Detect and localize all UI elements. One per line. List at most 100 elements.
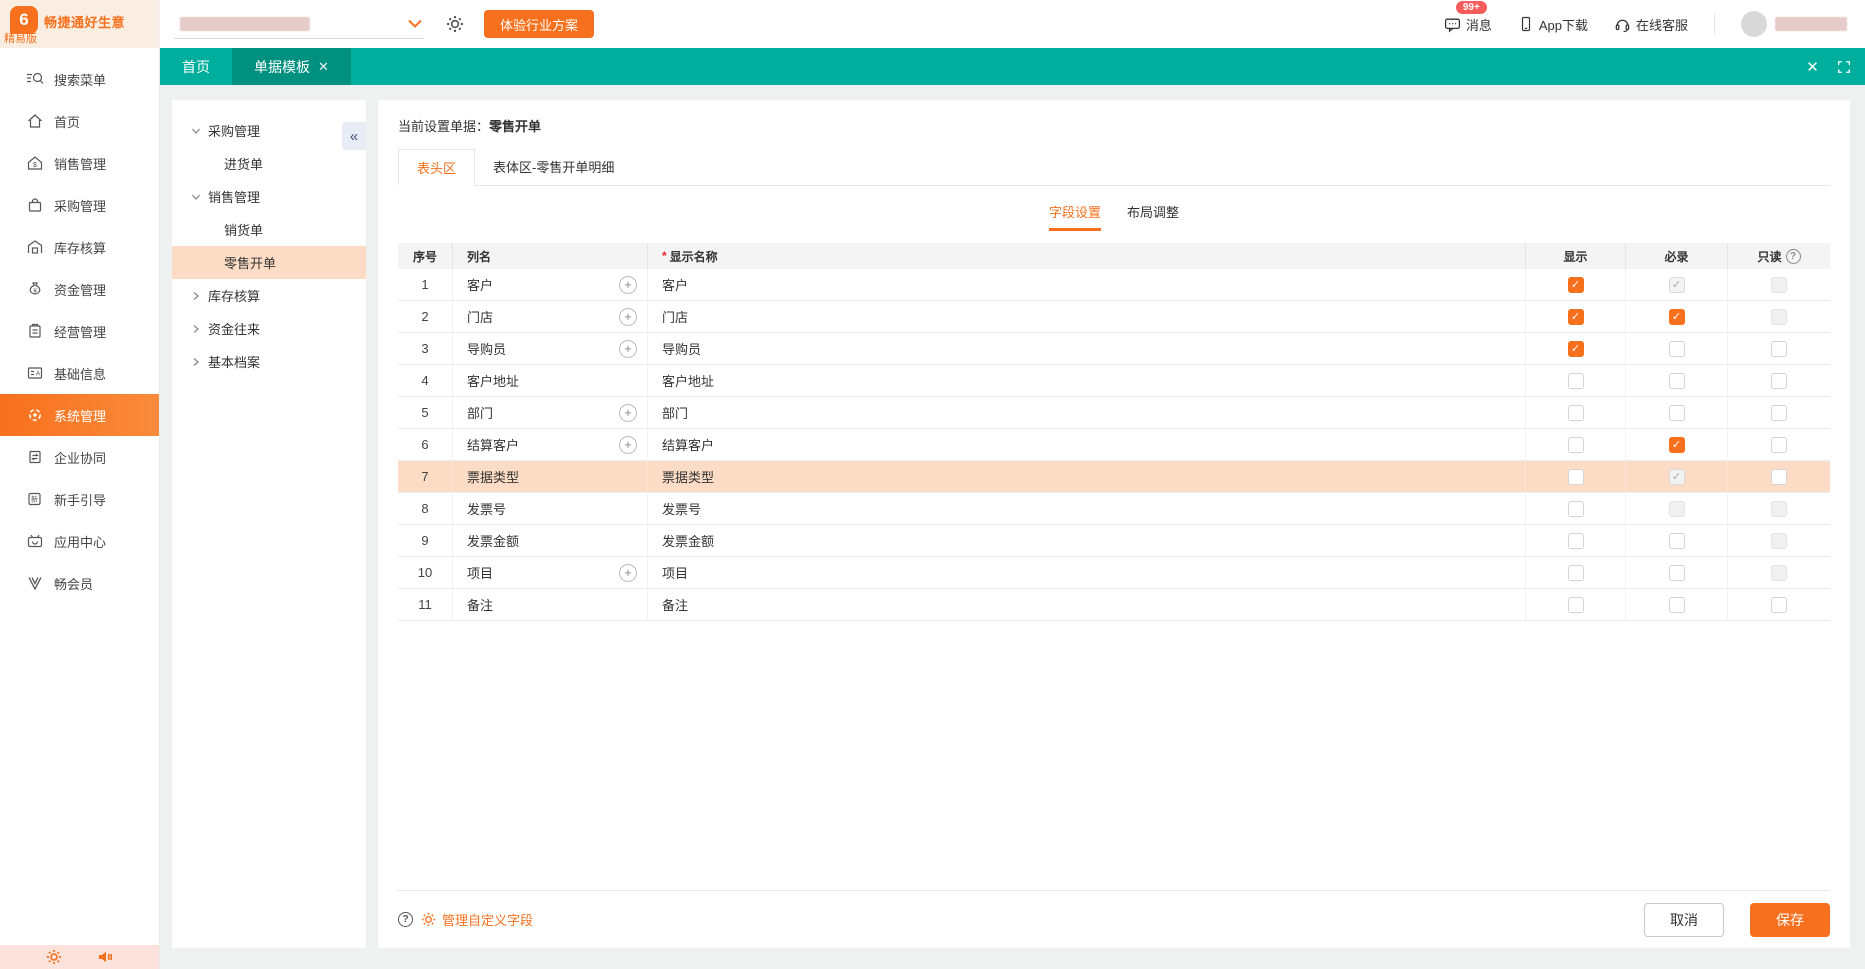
readonly-checkbox[interactable] [1771, 436, 1787, 453]
show-checkbox[interactable] [1567, 500, 1584, 517]
display-name-cell[interactable]: 部门 [648, 397, 1526, 428]
tree-item[interactable]: 采购管理 [172, 114, 366, 147]
readonly-checkbox[interactable] [1771, 404, 1787, 421]
mute-speaker-icon[interactable] [97, 949, 113, 965]
readonly-checkbox[interactable] [1771, 532, 1787, 549]
save-button[interactable]: 保存 [1750, 902, 1830, 937]
collapse-panel-button[interactable]: « [342, 122, 366, 150]
sidebar-item-collaboration[interactable]: 企业协同 [0, 436, 159, 478]
show-checkbox[interactable] [1567, 596, 1584, 613]
chevron-down-icon[interactable] [408, 19, 422, 28]
user-account[interactable] [1741, 11, 1847, 37]
tree-chevron-icon[interactable] [190, 356, 202, 368]
add-field-button[interactable]: + [619, 435, 637, 454]
tree-item[interactable]: 零售开单 [172, 246, 366, 279]
required-checkbox[interactable] [1668, 372, 1685, 389]
sidebar-item-funds[interactable]: ¥ 资金管理 [0, 268, 159, 310]
display-name-cell[interactable]: 备注 [648, 589, 1526, 620]
area-tab[interactable]: 表头区 [398, 149, 476, 186]
required-checkbox[interactable] [1668, 596, 1685, 613]
add-field-button[interactable]: + [619, 563, 637, 582]
sidebar-item-home[interactable]: 首页 [0, 100, 159, 142]
required-checkbox[interactable] [1668, 436, 1685, 453]
tree-chevron-icon[interactable] [190, 323, 202, 335]
display-name-cell[interactable]: 项目 [648, 557, 1526, 588]
readonly-checkbox[interactable] [1771, 468, 1787, 485]
tab-close-icon[interactable]: ✕ [318, 58, 329, 74]
required-checkbox[interactable] [1668, 532, 1685, 549]
show-checkbox[interactable] [1567, 468, 1584, 485]
sidebar-item-guide[interactable]: 新 新手引导 [0, 478, 159, 520]
cancel-button[interactable]: 取消 [1644, 902, 1724, 937]
sidebar-item-basic-info[interactable]: A 基础信息 [0, 352, 159, 394]
show-checkbox[interactable] [1567, 532, 1584, 549]
show-checkbox[interactable] [1567, 404, 1584, 421]
tree-item[interactable]: 库存核算 [172, 279, 366, 312]
settings-gear-icon[interactable] [46, 949, 62, 965]
show-checkbox[interactable] [1567, 340, 1584, 357]
sub-tab[interactable]: 字段设置 [1048, 202, 1101, 231]
sidebar-item-system[interactable]: 系统管理 [0, 394, 159, 436]
manage-custom-fields-link[interactable]: 管理自定义字段 [421, 910, 533, 929]
display-name-cell[interactable]: 门店 [648, 301, 1526, 332]
topbar-gear-icon[interactable] [446, 15, 464, 33]
tree-chevron-icon[interactable] [190, 125, 202, 137]
readonly-checkbox[interactable] [1771, 596, 1787, 613]
industry-solution-button[interactable]: 体验行业方案 [484, 10, 595, 38]
required-checkbox[interactable] [1668, 276, 1685, 293]
add-field-button[interactable]: + [619, 275, 637, 294]
required-checkbox[interactable] [1668, 308, 1685, 325]
readonly-checkbox[interactable] [1771, 372, 1787, 389]
display-name-cell[interactable]: 导购员 [648, 333, 1526, 364]
required-checkbox[interactable] [1668, 564, 1685, 581]
area-tab[interactable]: 表体区-零售开单明细 [493, 160, 615, 175]
show-checkbox[interactable] [1567, 308, 1584, 325]
help-icon[interactable]: ? [398, 912, 413, 927]
display-name-cell[interactable]: 发票号 [648, 493, 1526, 524]
window-tab[interactable]: 单据模板 ✕ [232, 48, 351, 85]
show-checkbox[interactable] [1567, 276, 1584, 293]
readonly-checkbox[interactable] [1771, 276, 1787, 293]
app-download-item[interactable]: App下载 [1518, 15, 1588, 34]
sub-tab[interactable]: 布局调整 [1127, 205, 1180, 220]
messages-item[interactable]: 99+ 消息 [1444, 0, 1492, 34]
sidebar-item-member[interactable]: 畅会员 [0, 562, 159, 604]
sidebar-item-sales[interactable]: $ 销售管理 [0, 142, 159, 184]
tree-chevron-icon[interactable] [190, 290, 202, 302]
tree-item[interactable]: 基本档案 [172, 345, 366, 378]
readonly-checkbox[interactable] [1771, 340, 1787, 357]
required-checkbox[interactable] [1668, 404, 1685, 421]
show-checkbox[interactable] [1567, 436, 1584, 453]
display-name-cell[interactable]: 客户 [648, 269, 1526, 300]
add-field-button[interactable]: + [619, 339, 637, 358]
required-checkbox[interactable] [1668, 500, 1685, 517]
tree-item[interactable]: 资金往来 [172, 312, 366, 345]
tree-chevron-icon[interactable] [190, 191, 202, 203]
display-name-cell[interactable]: 发票金额 [648, 525, 1526, 556]
display-name-cell[interactable]: 结算客户 [648, 429, 1526, 460]
show-checkbox[interactable] [1567, 372, 1584, 389]
required-checkbox[interactable] [1668, 468, 1685, 485]
readonly-checkbox[interactable] [1771, 308, 1787, 325]
sidebar-item-search-menu[interactable]: 搜索菜单 [0, 58, 159, 100]
readonly-checkbox[interactable] [1771, 564, 1787, 581]
close-all-icon[interactable]: ✕ [1806, 58, 1819, 76]
sidebar-item-business[interactable]: 经营管理 [0, 310, 159, 352]
readonly-help-icon[interactable]: ? [1785, 248, 1801, 264]
add-field-button[interactable]: + [619, 403, 637, 422]
window-tab[interactable]: 首页 [160, 48, 232, 85]
add-field-button[interactable]: + [619, 307, 637, 326]
fullscreen-icon[interactable] [1836, 59, 1851, 74]
required-checkbox[interactable] [1668, 340, 1685, 357]
tree-item[interactable]: 进货单 [172, 147, 366, 180]
sidebar-item-inventory[interactable]: 库存核算 [0, 226, 159, 268]
sidebar-item-app-center[interactable]: 应用中心 [0, 520, 159, 562]
show-checkbox[interactable] [1567, 564, 1584, 581]
online-service-item[interactable]: 在线客服 [1614, 15, 1688, 34]
tree-item[interactable]: 销货单 [172, 213, 366, 246]
tree-item[interactable]: 销售管理 [172, 180, 366, 213]
sidebar-item-purchase[interactable]: 采购管理 [0, 184, 159, 226]
readonly-checkbox[interactable] [1771, 500, 1787, 517]
display-name-cell[interactable]: 客户地址 [648, 365, 1526, 396]
display-name-cell[interactable]: 票据类型 [648, 461, 1526, 492]
